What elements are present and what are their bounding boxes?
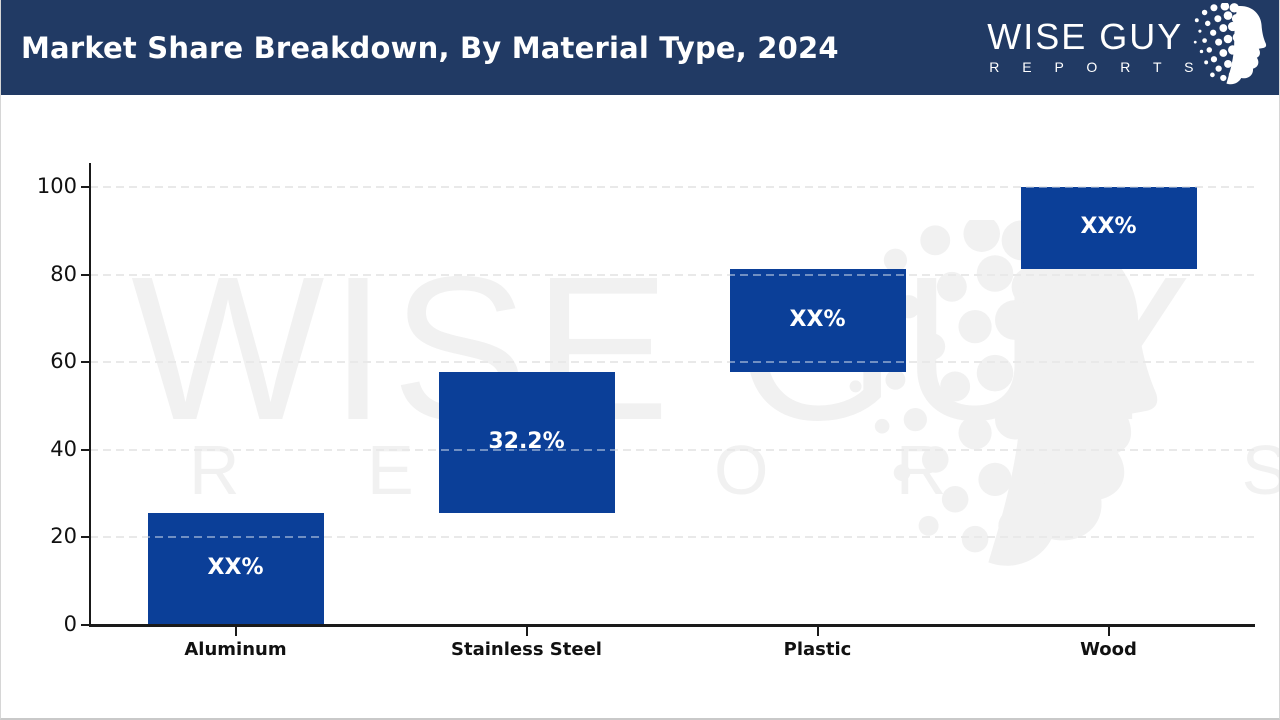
gridline bbox=[90, 361, 1254, 364]
gridline bbox=[90, 448, 1254, 451]
bar-stainless-steel bbox=[438, 372, 615, 514]
logo-text: WISE GUY R E P O R T S bbox=[987, 15, 1203, 75]
header: Market Share Breakdown, By Material Type… bbox=[1, 0, 1279, 95]
x-axis-spine bbox=[89, 624, 1255, 627]
gridline-overlay bbox=[90, 361, 1254, 364]
x-tick-label: Wood bbox=[1080, 639, 1137, 660]
y-tick-mark bbox=[81, 361, 89, 364]
y-tick-label: 0 bbox=[63, 612, 77, 636]
y-tick-mark bbox=[81, 186, 89, 188]
x-tick-label: Plastic bbox=[783, 639, 852, 660]
bar-value-label: XX% bbox=[207, 555, 264, 581]
logo-wordmark: WISE GUY bbox=[987, 15, 1184, 57]
x-tick-mark bbox=[525, 627, 528, 636]
y-tick-mark bbox=[81, 624, 89, 626]
y-tick-mark bbox=[81, 536, 89, 539]
page-title: Market Share Breakdown, By Material Type… bbox=[21, 30, 839, 65]
gridline bbox=[90, 273, 1254, 276]
gridline-overlay bbox=[90, 536, 1254, 539]
gridline-overlay bbox=[90, 186, 1254, 188]
y-axis-spine bbox=[89, 163, 91, 627]
y-tick-mark bbox=[81, 273, 89, 276]
bar-value-label: XX% bbox=[1080, 213, 1137, 239]
y-tick-label: 20 bbox=[50, 524, 77, 549]
bar-value-label: 32.2% bbox=[488, 428, 565, 454]
y-tick-mark bbox=[81, 448, 89, 451]
gridline-overlay bbox=[90, 273, 1254, 276]
y-tick-label: 40 bbox=[50, 436, 77, 461]
bar-value-label: XX% bbox=[789, 306, 846, 332]
gridline bbox=[90, 186, 1254, 188]
bar-aluminum bbox=[147, 513, 324, 625]
gridline-overlay bbox=[90, 448, 1254, 451]
y-tick-label: 100 bbox=[36, 174, 77, 198]
x-tick-label: Stainless Steel bbox=[451, 639, 602, 660]
y-tick-label: 60 bbox=[50, 349, 77, 374]
x-tick-mark bbox=[234, 627, 237, 636]
gridline bbox=[90, 536, 1254, 539]
x-tick-label: Aluminum bbox=[184, 639, 287, 660]
logo: WISE GUY R E P O R T S bbox=[987, 2, 1267, 89]
x-tick-mark bbox=[816, 627, 819, 636]
y-tick-label: 80 bbox=[50, 261, 77, 286]
logo-subtext: R E P O R T S bbox=[989, 58, 1203, 75]
x-tick-mark bbox=[1107, 627, 1110, 636]
